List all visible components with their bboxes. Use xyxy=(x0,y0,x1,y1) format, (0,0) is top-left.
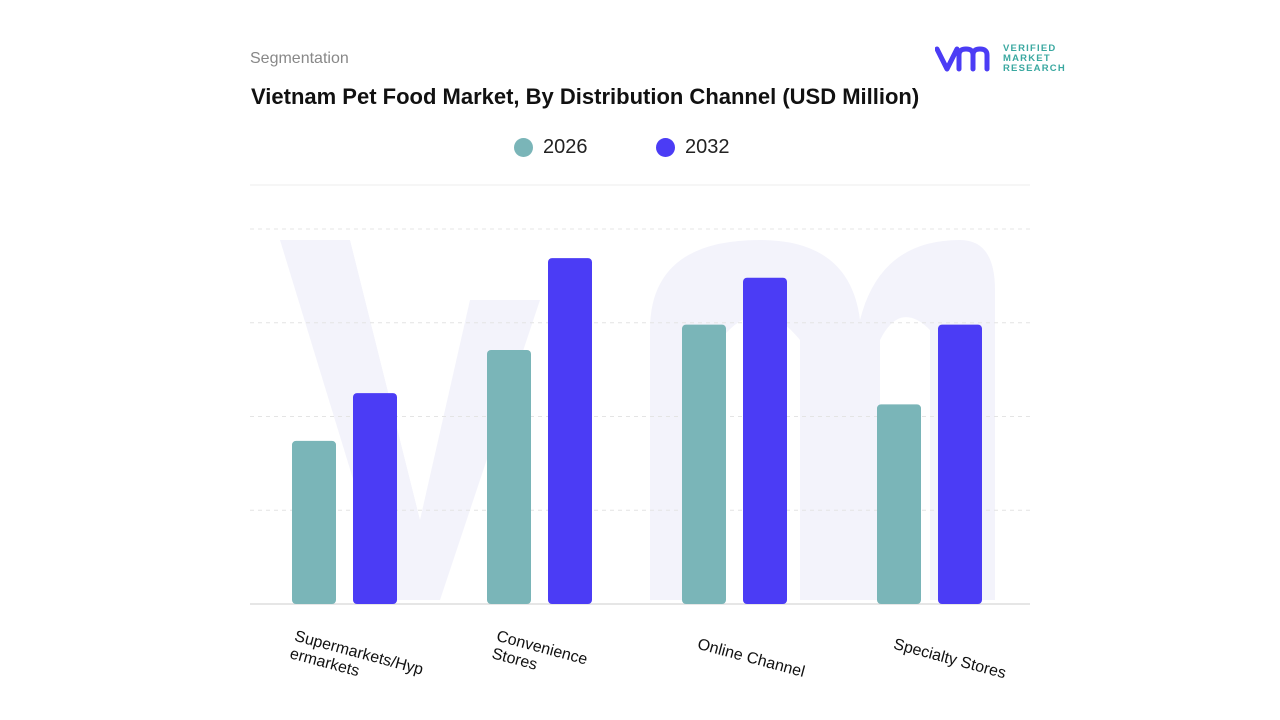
bar-2026-2 xyxy=(682,324,726,604)
watermark-v-shape xyxy=(280,240,540,600)
legend-item-2032[interactable]: 2032 xyxy=(656,136,730,159)
logo-line2: MARKET xyxy=(1003,53,1051,64)
bar-2026-0 xyxy=(292,440,336,604)
segment-label: Segmentation xyxy=(250,50,349,67)
bar-2032-3 xyxy=(938,324,982,604)
bar-2026-1 xyxy=(487,349,531,604)
logo-line3: RESEARCH xyxy=(1003,63,1066,74)
bar-2032-1 xyxy=(548,258,592,604)
bar-2032-2 xyxy=(743,277,787,604)
legend-label-2032: 2032 xyxy=(685,136,730,158)
legend-label-2026: 2026 xyxy=(543,136,588,158)
legend-swatch-2032 xyxy=(656,138,675,157)
vmr-logo-mark-icon xyxy=(935,46,990,72)
logo-line1: VERIFIED xyxy=(1003,43,1057,54)
legend-swatch-2026 xyxy=(514,138,533,157)
bar-2026-3 xyxy=(877,404,921,604)
chart-title: Vietnam Pet Food Market, By Distribution… xyxy=(251,84,920,109)
vmr-logo: VERIFIED MARKET RESEARCH xyxy=(935,44,1066,74)
bar-2032-0 xyxy=(353,393,397,604)
legend-item-2026[interactable]: 2026 xyxy=(514,136,588,159)
watermark-m-shape xyxy=(650,240,995,600)
legend: 2026 2032 xyxy=(0,136,1280,162)
vmr-logo-text: VERIFIED MARKET RESEARCH xyxy=(1003,44,1066,74)
